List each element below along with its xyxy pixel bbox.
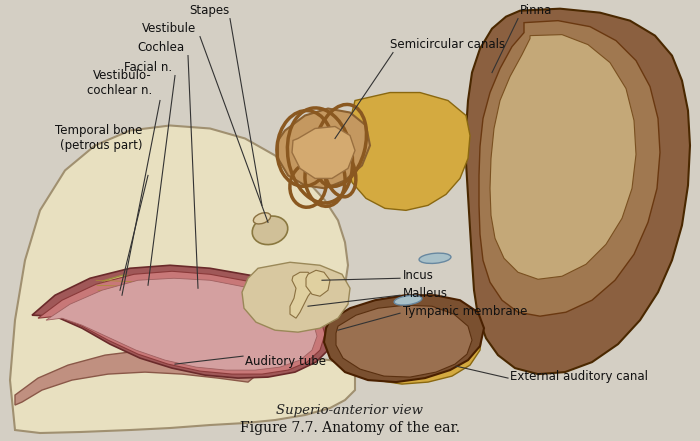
Circle shape [186,301,204,319]
Polygon shape [306,270,330,296]
Polygon shape [290,272,314,318]
Text: Superio-anterior view: Superio-anterior view [276,404,424,417]
Text: Tympanic membrane: Tympanic membrane [403,305,527,318]
Text: Temporal bone
(petrous part): Temporal bone (petrous part) [55,124,142,153]
Text: Stapes: Stapes [190,4,230,17]
Circle shape [191,306,199,314]
Circle shape [170,285,220,335]
Polygon shape [324,295,484,382]
Ellipse shape [419,253,451,263]
Text: Incus: Incus [403,269,434,282]
Text: External auditory canal: External auditory canal [510,370,648,383]
Polygon shape [347,93,470,210]
Text: Auditory tube: Auditory tube [245,355,326,368]
Text: Figure 7.7. Anatomy of the ear.: Figure 7.7. Anatomy of the ear. [240,421,460,435]
Text: Vestibulo-
cochlear n.: Vestibulo- cochlear n. [87,68,152,97]
Text: Malleus: Malleus [403,287,448,300]
Polygon shape [278,108,370,188]
Ellipse shape [253,213,271,224]
Polygon shape [242,262,350,332]
Polygon shape [466,9,690,374]
Polygon shape [10,126,355,433]
Text: Cochlea: Cochlea [138,41,185,54]
Polygon shape [490,35,636,279]
Polygon shape [46,278,317,370]
Circle shape [160,275,230,345]
Text: Pinna: Pinna [520,4,552,17]
Polygon shape [15,350,260,405]
Polygon shape [292,127,355,179]
Polygon shape [38,271,325,374]
Polygon shape [336,305,472,377]
Ellipse shape [252,216,288,245]
Ellipse shape [394,295,422,305]
Polygon shape [479,21,660,316]
Circle shape [179,294,211,326]
Text: Facial n.: Facial n. [124,60,172,74]
Polygon shape [32,265,335,378]
Text: Semicircular canals: Semicircular canals [390,37,505,51]
Polygon shape [90,275,160,308]
Text: Vestibule: Vestibule [141,22,196,35]
Polygon shape [346,305,482,384]
